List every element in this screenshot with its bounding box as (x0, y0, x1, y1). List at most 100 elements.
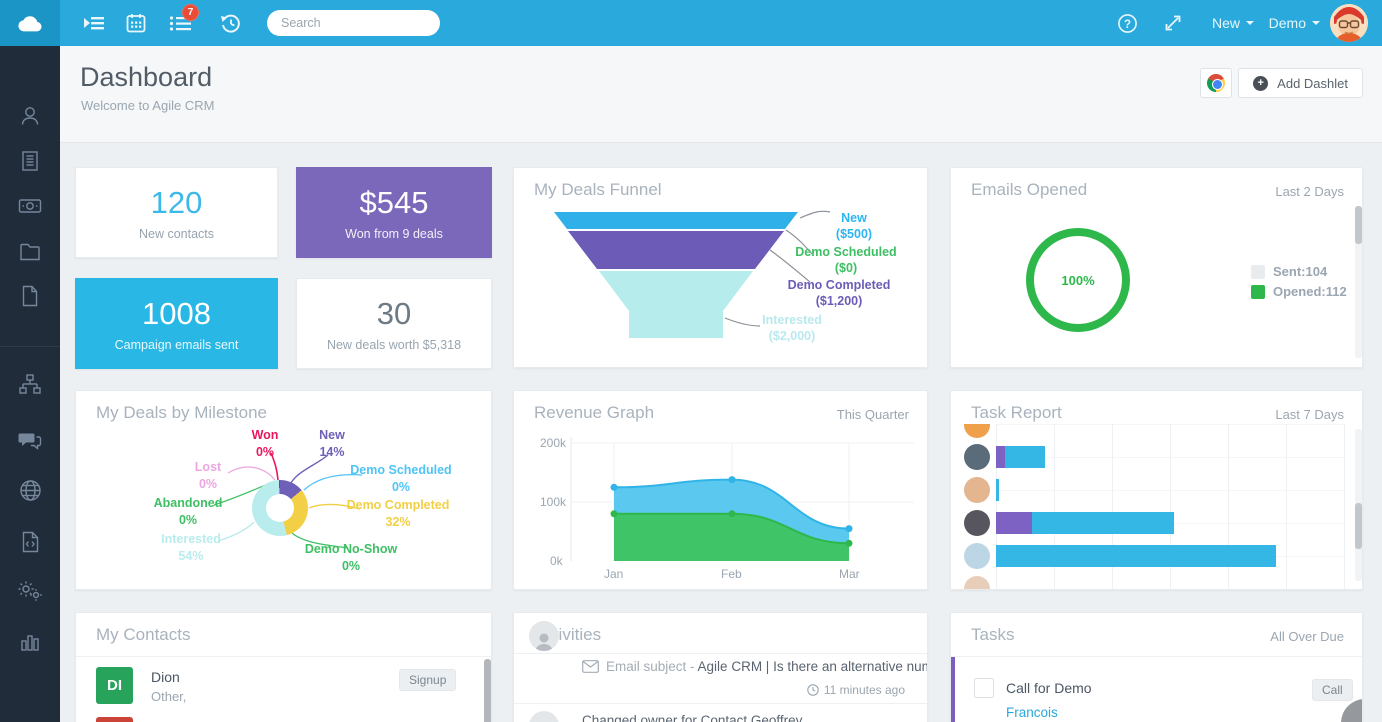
scrollbar-thumb[interactable] (1355, 503, 1362, 549)
menu-icon[interactable] (82, 12, 106, 34)
forms-icon[interactable] (0, 524, 60, 560)
history-icon[interactable] (218, 12, 242, 34)
x-tick: Mar (839, 567, 860, 581)
companies-icon[interactable] (0, 143, 60, 179)
floating-widget-button[interactable] (1341, 699, 1362, 722)
y-tick: 100k (540, 495, 567, 509)
milestone-pct: 0% (341, 559, 361, 573)
connector-line (217, 521, 255, 542)
donut-center-label: 100% (1061, 272, 1095, 288)
bar-segment (996, 512, 1032, 534)
milestone-name: Won (251, 428, 279, 442)
fullscreen-icon[interactable] (1164, 0, 1182, 46)
user-menu[interactable]: Demo (1269, 0, 1320, 46)
activity-text: Changed owner for Contact Geoffrey (582, 713, 803, 722)
milestone-pct: 0% (198, 477, 218, 491)
top-navbar: 7 ? New Demo (0, 0, 1382, 46)
app-logo[interactable] (0, 0, 60, 46)
emails-donut-chart: 100% (1026, 228, 1130, 332)
milestone-label-demo-completed: Demo Completed 32% (338, 497, 458, 531)
calendar-icon[interactable] (124, 12, 148, 34)
person-icon (535, 633, 553, 651)
activity-text: Agile CRM | Is there an alternative numb… (697, 659, 927, 674)
campaigns-icon[interactable] (0, 366, 60, 402)
deals-funnel-card: My Deals Funnel New ($500) Demo Schedule… (513, 167, 928, 368)
add-dashlet-button[interactable]: + Add Dashlet (1238, 68, 1363, 98)
milestone-pct: 0% (178, 513, 198, 527)
search-input[interactable] (281, 16, 442, 30)
milestone-label-abandoned: Abandoned 0% (148, 495, 228, 529)
data-point (845, 525, 853, 533)
card-title: My Deals by Milestone (96, 403, 268, 422)
add-dashlet-label: Add Dashlet (1277, 75, 1348, 91)
my-contacts-card: My Contacts DI Dion Other, Signup (75, 612, 492, 722)
y-tick: 0k (550, 554, 563, 568)
connector-line (308, 503, 361, 510)
milestone-name: Lost (194, 460, 222, 474)
user-avatar[interactable] (1330, 4, 1368, 42)
milestone-label-lost: Lost 0% (183, 459, 233, 493)
contact-avatar: DI (96, 667, 133, 704)
connector-line (270, 452, 279, 481)
stat-label: New deals worth $5,318 (326, 337, 462, 352)
stat-card-new-contacts: 120 New contacts (75, 167, 278, 258)
emails-opened-card: Emails Opened Last 2 Days 100% Sent:104 … (950, 167, 1363, 368)
funnel-stage-demo-completed (568, 231, 784, 269)
task-checkbox[interactable] (974, 678, 994, 698)
milestone-connectors (213, 452, 363, 549)
bar-segment (996, 479, 999, 501)
task-bar-row (996, 512, 1174, 534)
user-avatar (964, 543, 990, 569)
scrollbar-thumb[interactable] (1355, 206, 1362, 244)
divider (76, 656, 491, 657)
milestone-name: Demo No-Show (304, 542, 398, 556)
contacts-icon[interactable] (0, 98, 60, 134)
email-icon (582, 660, 599, 673)
contact-name[interactable]: Dion (151, 669, 180, 685)
funnel-label-interested: Interested ($2,000) (752, 312, 832, 344)
bar-segment (1005, 446, 1045, 468)
chrome-extension-button[interactable] (1200, 68, 1232, 98)
documents-icon[interactable] (0, 233, 60, 269)
data-point (845, 539, 853, 547)
settings-icon[interactable] (0, 573, 60, 609)
stat-label: Campaign emails sent (114, 337, 239, 352)
task-bar-row (996, 479, 999, 501)
task-tag: Call (1312, 679, 1353, 701)
scrollbar-thumb[interactable] (484, 659, 491, 722)
card-title: Tasks (971, 625, 1015, 644)
scrollbar-track[interactable] (1355, 206, 1362, 358)
deals-icon[interactable] (0, 188, 60, 224)
user-avatar (964, 477, 990, 503)
web-icon[interactable] (0, 472, 60, 508)
reports-icon[interactable] (0, 624, 60, 660)
person-avatar (529, 621, 559, 651)
funnel-stage-name: Demo Scheduled (795, 245, 897, 259)
chevron-down-icon (1312, 21, 1320, 25)
stat-value: 30 (376, 295, 412, 331)
stat-label: Won from 9 deals (345, 226, 443, 241)
connector-line (303, 474, 363, 491)
data-point (610, 510, 618, 518)
stat-value: 120 (150, 184, 203, 220)
funnel-stage-value: ($0) (834, 261, 858, 275)
task-priority-strip (951, 657, 955, 722)
card-title: My Deals Funnel (534, 180, 662, 199)
milestone-label-demo-no-show: Demo No-Show 0% (291, 541, 411, 575)
notes-icon[interactable] (0, 278, 60, 314)
tasks-icon[interactable]: 7 (168, 4, 199, 34)
funnel-stage-value: ($2,000) (768, 329, 816, 343)
new-menu[interactable]: New (1212, 0, 1254, 46)
help-icon[interactable]: ? (1117, 0, 1138, 46)
task-contact-link[interactable]: Francois (1006, 705, 1058, 720)
user-avatar (964, 576, 990, 589)
contact-avatar (96, 717, 133, 722)
revenue-area-lower (614, 513, 849, 561)
milestone-name: Demo Scheduled (350, 463, 452, 477)
activity-text-row: Email subject - Agile CRM | Is there an … (582, 659, 927, 674)
milestone-donut-chart (252, 480, 308, 536)
chat-icon[interactable] (0, 423, 60, 459)
deals-milestone-card: My Deals by Milestone Won 0% New 14% Lost 0… (75, 390, 492, 590)
y-tick: 200k (540, 436, 567, 450)
